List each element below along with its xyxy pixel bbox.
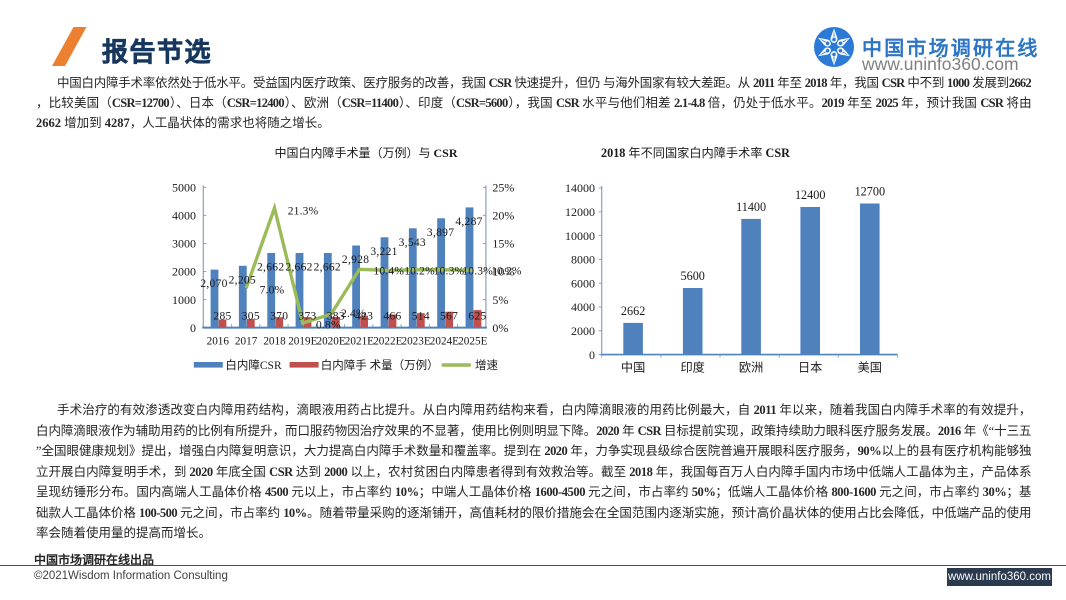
svg-text:增速: 增速 [475,358,498,372]
svg-text:21.3%: 21.3% [288,206,319,218]
svg-text:2000: 2000 [571,324,595,338]
svg-text:567: 567 [440,310,458,322]
svg-text:0.8%: 0.8% [316,320,341,332]
svg-text:2,928: 2,928 [342,254,369,266]
svg-text:1000: 1000 [172,293,196,307]
svg-text:25%: 25% [492,181,514,195]
svg-text:5600: 5600 [681,269,705,283]
svg-text:11400: 11400 [736,200,766,214]
svg-text:印度: 印度 [681,360,705,375]
svg-text:2020E: 2020E [316,335,345,347]
svg-text:日本: 日本 [798,361,822,375]
svg-text:0%: 0% [492,321,508,335]
svg-text:3,897: 3,897 [427,227,454,239]
svg-text:10.3%: 10.3% [462,266,493,278]
svg-text:14000: 14000 [565,181,595,195]
svg-text:625: 625 [468,310,486,322]
svg-text:中国白内障手术量（万例）与 CSR: 中国白内障手术量（万例）与 CSR [274,145,457,160]
svg-text:3000: 3000 [172,237,196,251]
svg-text:2,662: 2,662 [257,262,284,274]
svg-text:4000: 4000 [172,209,196,223]
svg-text:2019E: 2019E [288,335,317,347]
svg-text:12000: 12000 [565,205,595,219]
svg-text:4,287: 4,287 [455,216,482,228]
svg-text:2,662: 2,662 [285,262,312,274]
svg-text:2021E: 2021E [345,335,374,347]
svg-text:白内障手 术量（万例）: 白内障手 术量（万例） [321,358,439,372]
svg-text:2018 年不同国家白内障手术率 CSR: 2018 年不同国家白内障手术率 CSR [601,145,790,160]
svg-text:2,662: 2,662 [314,262,341,274]
svg-text:15%: 15% [492,237,514,251]
svg-text:10.3%: 10.3% [434,266,465,278]
svg-text:12400: 12400 [795,188,825,202]
svg-text:2022E: 2022E [373,335,402,347]
svg-text:383: 383 [327,310,345,322]
svg-text:0: 0 [190,321,196,335]
svg-text:4000: 4000 [571,300,595,314]
svg-text:5%: 5% [492,293,508,307]
svg-text:7.0%: 7.0% [260,285,285,297]
svg-text:2024E: 2024E [430,335,459,347]
svg-text:10.4%: 10.4% [373,266,404,278]
svg-text:2662: 2662 [621,304,645,318]
svg-text:3,221: 3,221 [370,246,397,258]
svg-text:2017: 2017 [235,335,258,347]
svg-text:美国: 美国 [858,361,882,375]
svg-text:370: 370 [270,310,288,322]
svg-text:2016: 2016 [207,335,230,347]
svg-text:3,543: 3,543 [399,237,426,249]
svg-text:2023E: 2023E [401,335,430,347]
svg-text:2,070: 2,070 [200,278,227,290]
svg-text:10.2%: 10.2% [491,266,522,278]
svg-text:20%: 20% [492,209,514,223]
svg-text:2,205: 2,205 [229,274,256,286]
svg-text:8000: 8000 [571,253,595,267]
svg-text:10000: 10000 [565,229,595,243]
svg-text:514: 514 [412,310,430,322]
svg-text:12700: 12700 [855,185,885,199]
svg-text:白内障CSR: 白内障CSR [225,358,282,372]
svg-text:6000: 6000 [571,276,595,290]
svg-text:2.4%: 2.4% [341,308,366,320]
svg-text:2000: 2000 [172,265,196,279]
svg-text:2025E: 2025E [458,335,487,347]
svg-text:欧洲: 欧洲 [739,361,763,375]
svg-text:10.2%: 10.2% [404,266,435,278]
svg-text:中国: 中国 [621,360,645,375]
svg-text:2018: 2018 [263,335,286,347]
svg-text:0: 0 [589,348,595,362]
svg-text:305: 305 [242,310,260,322]
svg-text:423: 423 [355,310,373,322]
svg-text:373: 373 [298,310,316,322]
svg-text:466: 466 [383,310,401,322]
svg-text:5000: 5000 [172,181,196,195]
svg-text:10%: 10% [492,265,514,279]
svg-text:285: 285 [213,310,231,322]
